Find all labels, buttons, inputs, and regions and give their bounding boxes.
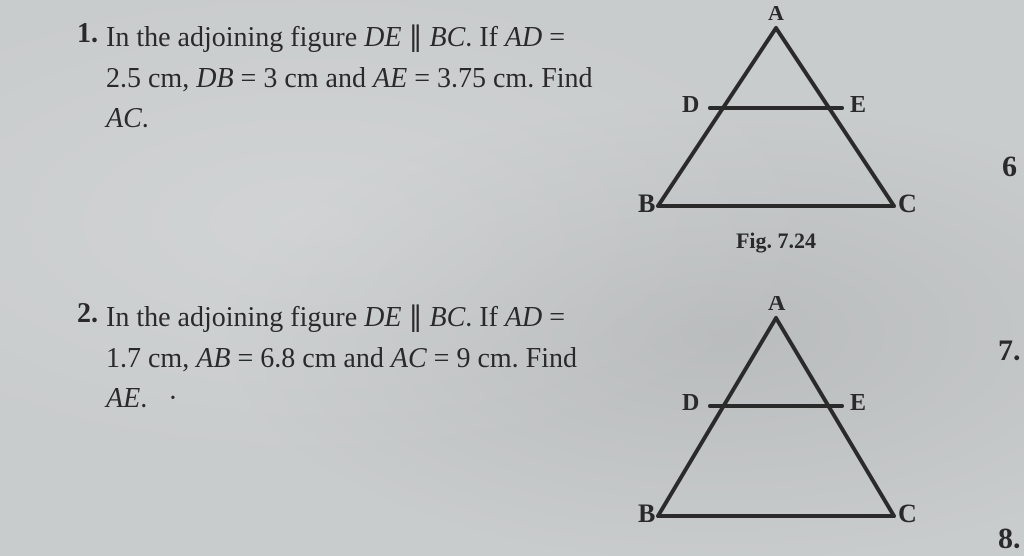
problem-1-text: In the adjoining figure DE ∥ BC. If AD =… [106, 18, 600, 140]
label-C: C [898, 189, 916, 218]
label-D: D [682, 390, 699, 416]
problem-1: 1. In the adjoining figure DE ∥ BC. If A… [70, 18, 600, 140]
triangle-icon: A B C D E [636, 6, 916, 226]
label-E: E [850, 390, 866, 416]
label-A: A [768, 296, 786, 316]
label-A: A [768, 6, 784, 25]
label-B: B [638, 499, 655, 528]
label-E: E [850, 92, 866, 118]
problem-2: 2. In the adjoining figure DE ∥ BC. If A… [70, 298, 600, 420]
label-D: D [682, 92, 699, 118]
edge-char-3: 8. [998, 522, 1021, 556]
problem-1-number: 1. [70, 18, 98, 140]
label-C: C [898, 499, 916, 528]
page: 1. In the adjoining figure DE ∥ BC. If A… [0, 0, 1024, 556]
problem-2-number: 2. [70, 298, 98, 420]
edge-char-2: 7. [998, 334, 1021, 368]
edge-char-1: 6 [1002, 150, 1017, 184]
figure-1: A B C D E Fig. 7.24 [636, 6, 916, 254]
problem-2-text: In the adjoining figure DE ∥ BC. If AD =… [106, 298, 600, 420]
figure-2: A B C D E [636, 296, 916, 536]
triangle-icon: A B C D E [636, 296, 916, 536]
label-B: B [638, 189, 655, 218]
figure-1-caption: Fig. 7.24 [636, 228, 916, 254]
